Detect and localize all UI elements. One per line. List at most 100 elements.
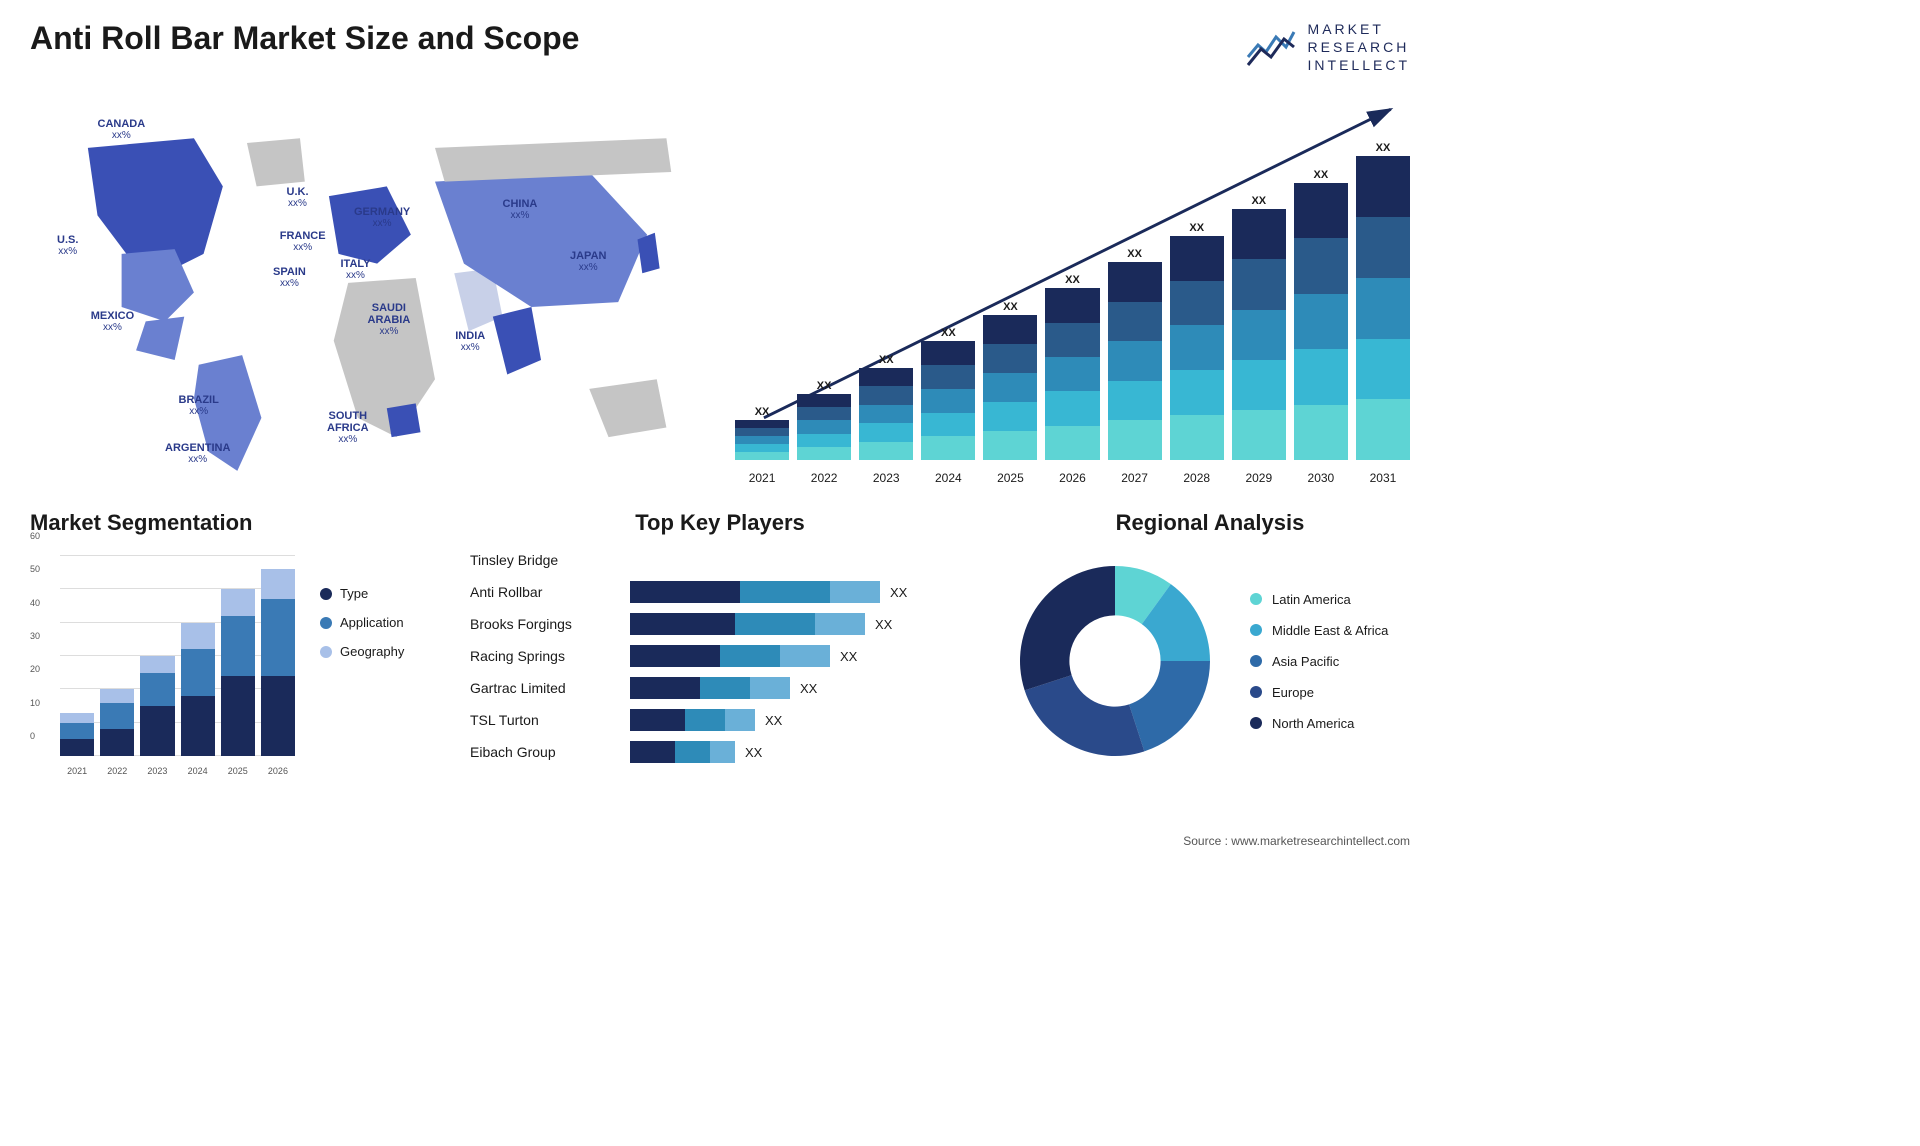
player-bar — [630, 613, 865, 635]
players-panel: Top Key Players Tinsley Bridge Anti Rollb… — [470, 510, 970, 800]
player-row: Racing Springs XX — [470, 642, 970, 670]
growth-column: XX — [859, 368, 913, 460]
regional-panel: Regional Analysis Latin AmericaMiddle Ea… — [1010, 510, 1410, 800]
growth-x-label: 2029 — [1232, 471, 1286, 485]
player-value: XX — [745, 745, 762, 760]
seg-x-label: 2026 — [261, 766, 295, 776]
map-label: BRAZILxx% — [179, 394, 219, 417]
logo-line2: RESEARCH — [1308, 38, 1410, 56]
map-label: SAUDIARABIAxx% — [368, 302, 411, 337]
map-label: GERMANYxx% — [354, 206, 410, 229]
player-bar — [630, 581, 880, 603]
map-label: FRANCExx% — [280, 230, 326, 253]
seg-x-label: 2022 — [100, 766, 134, 776]
seg-column — [60, 713, 94, 756]
seg-y-tick: 60 — [30, 531, 40, 541]
logo: MARKET RESEARCH INTELLECT — [1246, 20, 1410, 75]
regional-legend: Latin AmericaMiddle East & AfricaAsia Pa… — [1250, 592, 1388, 731]
segmentation-title: Market Segmentation — [30, 510, 430, 536]
growth-chart: XXXXXXXXXXXXXXXXXXXXXX 20212022202320242… — [735, 90, 1410, 490]
player-name: Racing Springs — [470, 648, 630, 664]
world-map: CANADAxx%U.S.xx%MEXICOxx%U.K.xx%FRANCExx… — [30, 90, 705, 490]
player-name: TSL Turton — [470, 712, 630, 728]
growth-bar-label: XX — [755, 406, 770, 418]
regional-donut — [1010, 556, 1220, 766]
growth-bar-label: XX — [1251, 195, 1266, 207]
seg-y-tick: 0 — [30, 731, 35, 741]
player-name: Tinsley Bridge — [470, 552, 630, 568]
growth-x-label: 2031 — [1356, 471, 1410, 485]
player-value: XX — [800, 681, 817, 696]
player-row: Tinsley Bridge — [470, 546, 970, 574]
growth-bar-label: XX — [941, 327, 956, 339]
player-value: XX — [890, 585, 907, 600]
map-label: ARGENTINAxx% — [165, 442, 230, 465]
map-label: SOUTHAFRICAxx% — [327, 410, 369, 445]
map-label: ITALYxx% — [341, 258, 371, 281]
logo-icon — [1246, 27, 1296, 67]
growth-column: XX — [735, 420, 789, 460]
growth-column: XX — [1294, 183, 1348, 460]
source-text: Source : www.marketresearchintellect.com — [1183, 834, 1410, 848]
growth-bar-label: XX — [879, 354, 894, 366]
growth-column: XX — [921, 341, 975, 460]
player-row: Eibach Group XX — [470, 738, 970, 766]
player-row: Gartrac Limited XX — [470, 674, 970, 702]
regional-legend-item: Europe — [1250, 685, 1388, 700]
seg-column — [140, 656, 174, 756]
seg-x-label: 2024 — [181, 766, 215, 776]
growth-column: XX — [1232, 209, 1286, 460]
page-title: Anti Roll Bar Market Size and Scope — [30, 20, 579, 57]
growth-column: XX — [797, 394, 851, 460]
growth-x-label: 2027 — [1108, 471, 1162, 485]
seg-column — [261, 569, 295, 756]
player-value: XX — [840, 649, 857, 664]
map-label: SPAINxx% — [273, 266, 306, 289]
players-list: Tinsley Bridge Anti Rollbar XX Brooks Forgi… — [470, 546, 970, 766]
growth-bar-label: XX — [1314, 169, 1329, 181]
growth-bar-label: XX — [1127, 248, 1142, 260]
logo-line1: MARKET — [1308, 20, 1410, 38]
player-bar — [630, 677, 790, 699]
player-bar — [630, 645, 830, 667]
growth-x-label: 2030 — [1294, 471, 1348, 485]
player-name: Anti Rollbar — [470, 584, 630, 600]
player-bar — [630, 741, 735, 763]
seg-column — [221, 589, 255, 756]
player-name: Gartrac Limited — [470, 680, 630, 696]
seg-y-tick: 50 — [30, 564, 40, 574]
players-title: Top Key Players — [470, 510, 970, 536]
player-value: XX — [875, 617, 892, 632]
growth-x-label: 2025 — [983, 471, 1037, 485]
regional-title: Regional Analysis — [1010, 510, 1410, 536]
growth-column: XX — [1170, 236, 1224, 460]
seg-column — [100, 689, 134, 756]
growth-bar-label: XX — [1376, 142, 1391, 154]
seg-y-tick: 30 — [30, 631, 40, 641]
map-label: MEXICOxx% — [91, 310, 134, 333]
growth-column: XX — [1045, 288, 1099, 460]
growth-x-label: 2022 — [797, 471, 851, 485]
regional-legend-item: Middle East & Africa — [1250, 623, 1388, 638]
regional-legend-item: North America — [1250, 716, 1388, 731]
donut-slice — [1020, 566, 1115, 690]
growth-column: XX — [1108, 262, 1162, 460]
growth-x-label: 2026 — [1045, 471, 1099, 485]
donut-slice — [1025, 675, 1145, 756]
map-label: JAPANxx% — [570, 250, 606, 273]
player-row: TSL TurtonXX — [470, 706, 970, 734]
player-name: Eibach Group — [470, 744, 630, 760]
map-label: INDIAxx% — [455, 330, 485, 353]
segmentation-chart: 0102030405060 202120222023202420252026 — [30, 546, 300, 776]
growth-bar-label: XX — [1003, 301, 1018, 313]
seg-x-label: 2025 — [221, 766, 255, 776]
growth-x-label: 2023 — [859, 471, 913, 485]
growth-column: XX — [1356, 156, 1410, 460]
seg-x-label: 2021 — [60, 766, 94, 776]
player-name: Brooks Forgings — [470, 616, 630, 632]
seg-y-tick: 40 — [30, 598, 40, 608]
regional-legend-item: Asia Pacific — [1250, 654, 1388, 669]
growth-bar-label: XX — [817, 380, 832, 392]
map-label: CHINAxx% — [503, 198, 538, 221]
seg-x-label: 2023 — [140, 766, 174, 776]
